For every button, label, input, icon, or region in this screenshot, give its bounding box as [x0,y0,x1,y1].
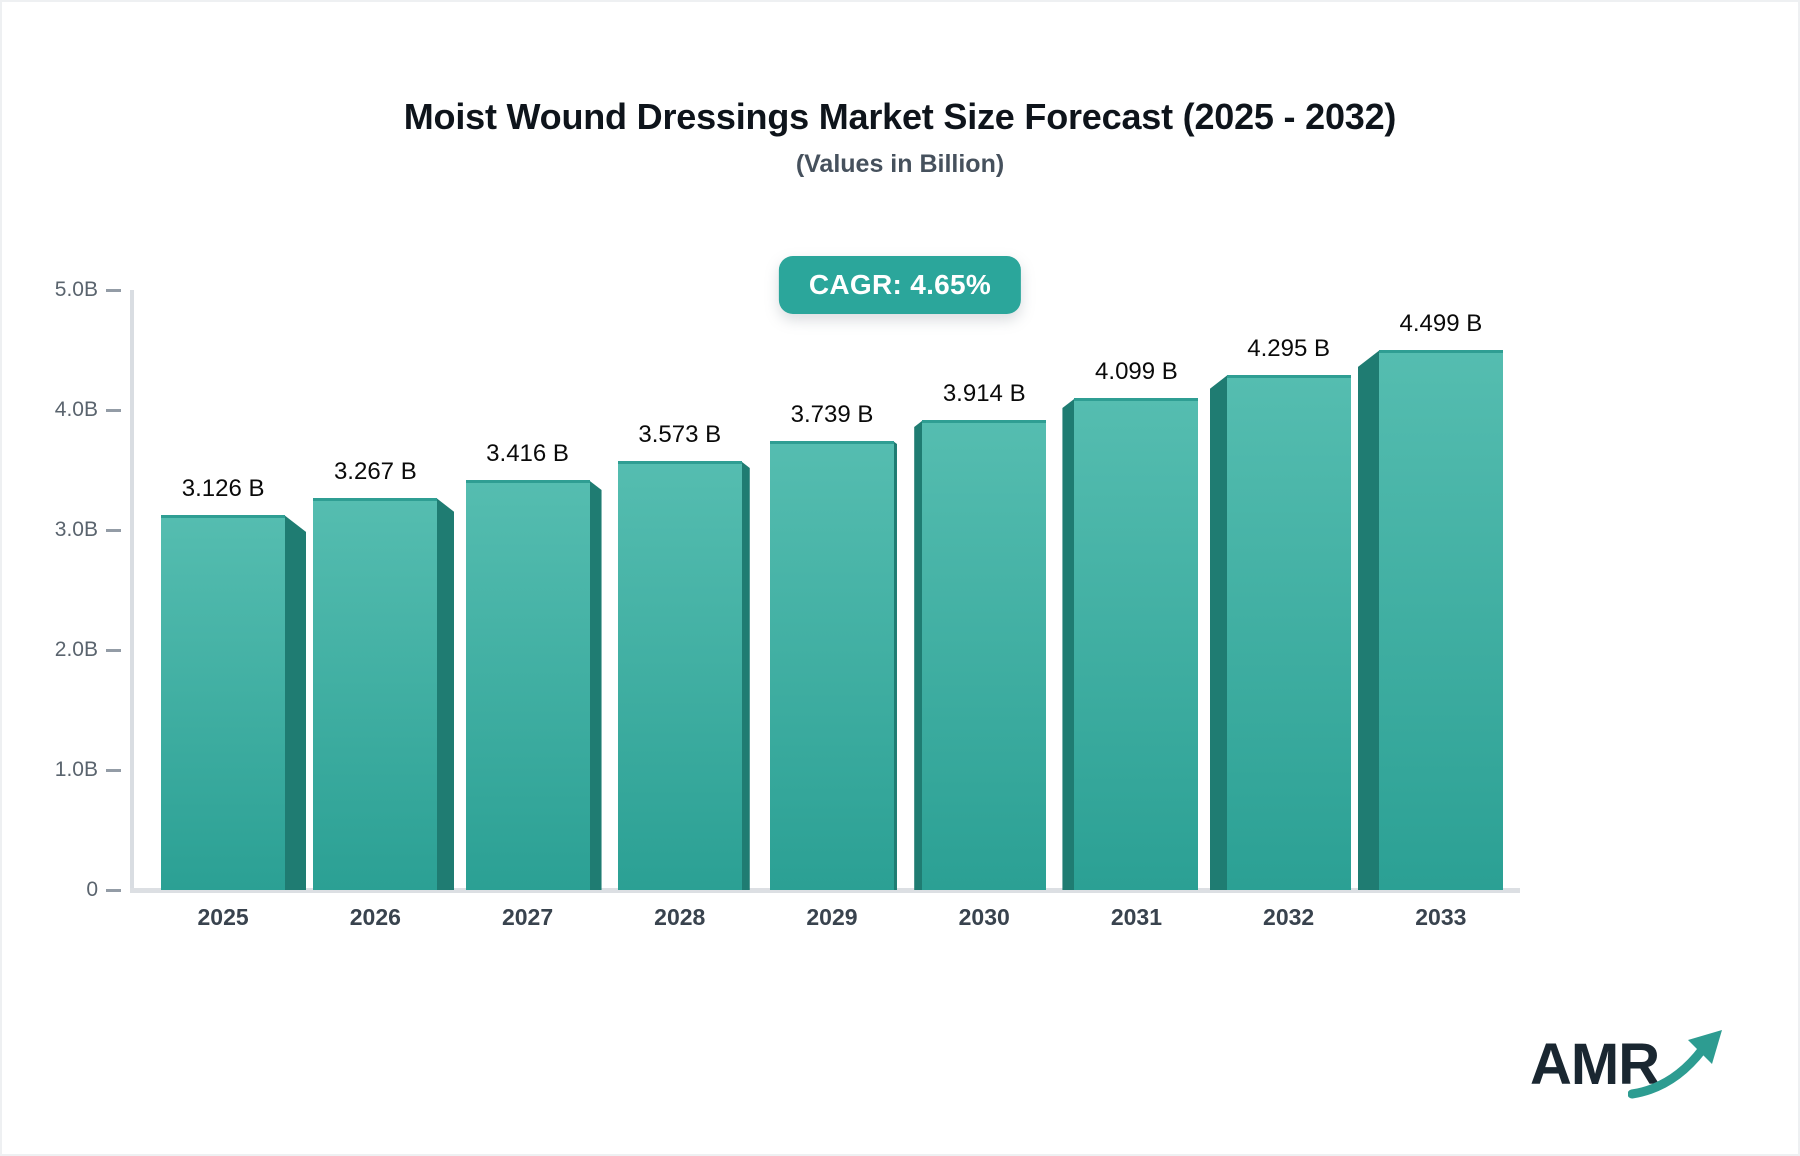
bar-2031[interactable] [1074,398,1199,890]
bar-side-face [1062,398,1076,890]
y-axis-label: 0 [86,878,98,901]
bar-value-label: 4.099 B [1095,358,1178,385]
bar-side-face [892,441,897,890]
x-axis-labels: 2025 2026 2027 2028 2029 2030 2031 2032 2033 [147,904,1517,931]
bar-group-2025[interactable]: 3.126 B [147,290,307,890]
chart-subtitle: (Values in Billion) [795,150,1005,178]
bar-group-2030[interactable]: 3.914 B [908,290,1060,890]
bar-side-face [914,420,924,890]
bar-value-label: 4.295 B [1247,335,1331,362]
bar-group-2027[interactable]: 3.416 B [451,290,603,890]
bar-2025[interactable] [161,515,286,890]
y-axis-tick [106,289,121,292]
bar-2028[interactable] [617,461,742,890]
bar-group-2033[interactable]: 4.499 B [1357,290,1517,890]
amr-logo: AMR [1530,1028,1722,1112]
y-axis-label: 5.0B [54,278,98,301]
bar-side-face [1209,375,1228,890]
bar-side-face [1357,350,1380,890]
y-axis-tick [106,649,121,652]
bar-group-2028[interactable]: 3.573 B [604,290,756,890]
y-axis-tick [106,889,121,892]
bar-2026[interactable] [313,498,438,890]
bar-value-label: 3.267 B [333,458,417,485]
bar-2027[interactable] [465,480,590,890]
bar-2029[interactable] [769,441,894,890]
x-axis-label-2029: 2029 [806,904,858,930]
x-axis-label-2030: 2030 [958,904,1010,930]
x-axis-line [130,888,1520,893]
y-axis-label: 4.0B [54,398,98,421]
bar-side-face [436,498,455,890]
y-axis-tick [106,529,121,532]
bar-group-2029[interactable]: 3.739 B [756,290,908,890]
bar-value-label: 3.739 B [790,401,874,428]
x-axis-label-2025: 2025 [197,904,249,930]
bar-value-label: 3.416 B [486,440,569,467]
bar-value-label: 4.499 B [1399,310,1483,337]
y-axis-label: 2.0B [54,638,98,661]
growth-arrow-icon [1628,1030,1722,1099]
bar-value-label: 3.914 B [942,380,1026,407]
bar-group-2032[interactable]: 4.295 B [1209,290,1365,890]
cagr-badge: CAGR: 4.65% [778,256,1022,314]
amr-logo-text: AMR [1530,1032,1660,1097]
bar-group-2026[interactable]: 3.267 B [299,290,455,890]
bar-2033[interactable] [1378,350,1503,890]
bar-2030[interactable] [922,420,1047,890]
y-axis-tick [106,409,121,412]
y-axis-label: 3.0B [54,518,98,541]
bar-value-label: 3.126 B [181,475,265,502]
bar-side-face [588,480,602,890]
bar-2032[interactable] [1226,375,1351,890]
y-axis-line [130,290,134,892]
bar-side-face [740,461,750,890]
bar-group-2031[interactable]: 4.099 B [1060,290,1212,890]
bars-layer: 3.126 B 3.267 B 3.416 B 3.573 B 3.739 B 3.914… [147,290,1517,890]
x-axis-label-2031: 2031 [1110,904,1162,930]
x-axis-label-2033: 2033 [1415,904,1467,930]
x-axis-label-2032: 2032 [1263,904,1315,930]
y-axis-tick [106,769,121,772]
bar-value-label: 3.573 B [638,421,722,448]
x-axis-label-2027: 2027 [501,904,554,930]
x-axis-label-2026: 2026 [349,904,401,930]
bar-side-face [284,515,307,890]
chart-title: Moist Wound Dressings Market Size Foreca… [403,96,1397,137]
x-axis-label-2028: 2028 [654,904,706,930]
y-axis-label: 1.0B [54,758,98,781]
